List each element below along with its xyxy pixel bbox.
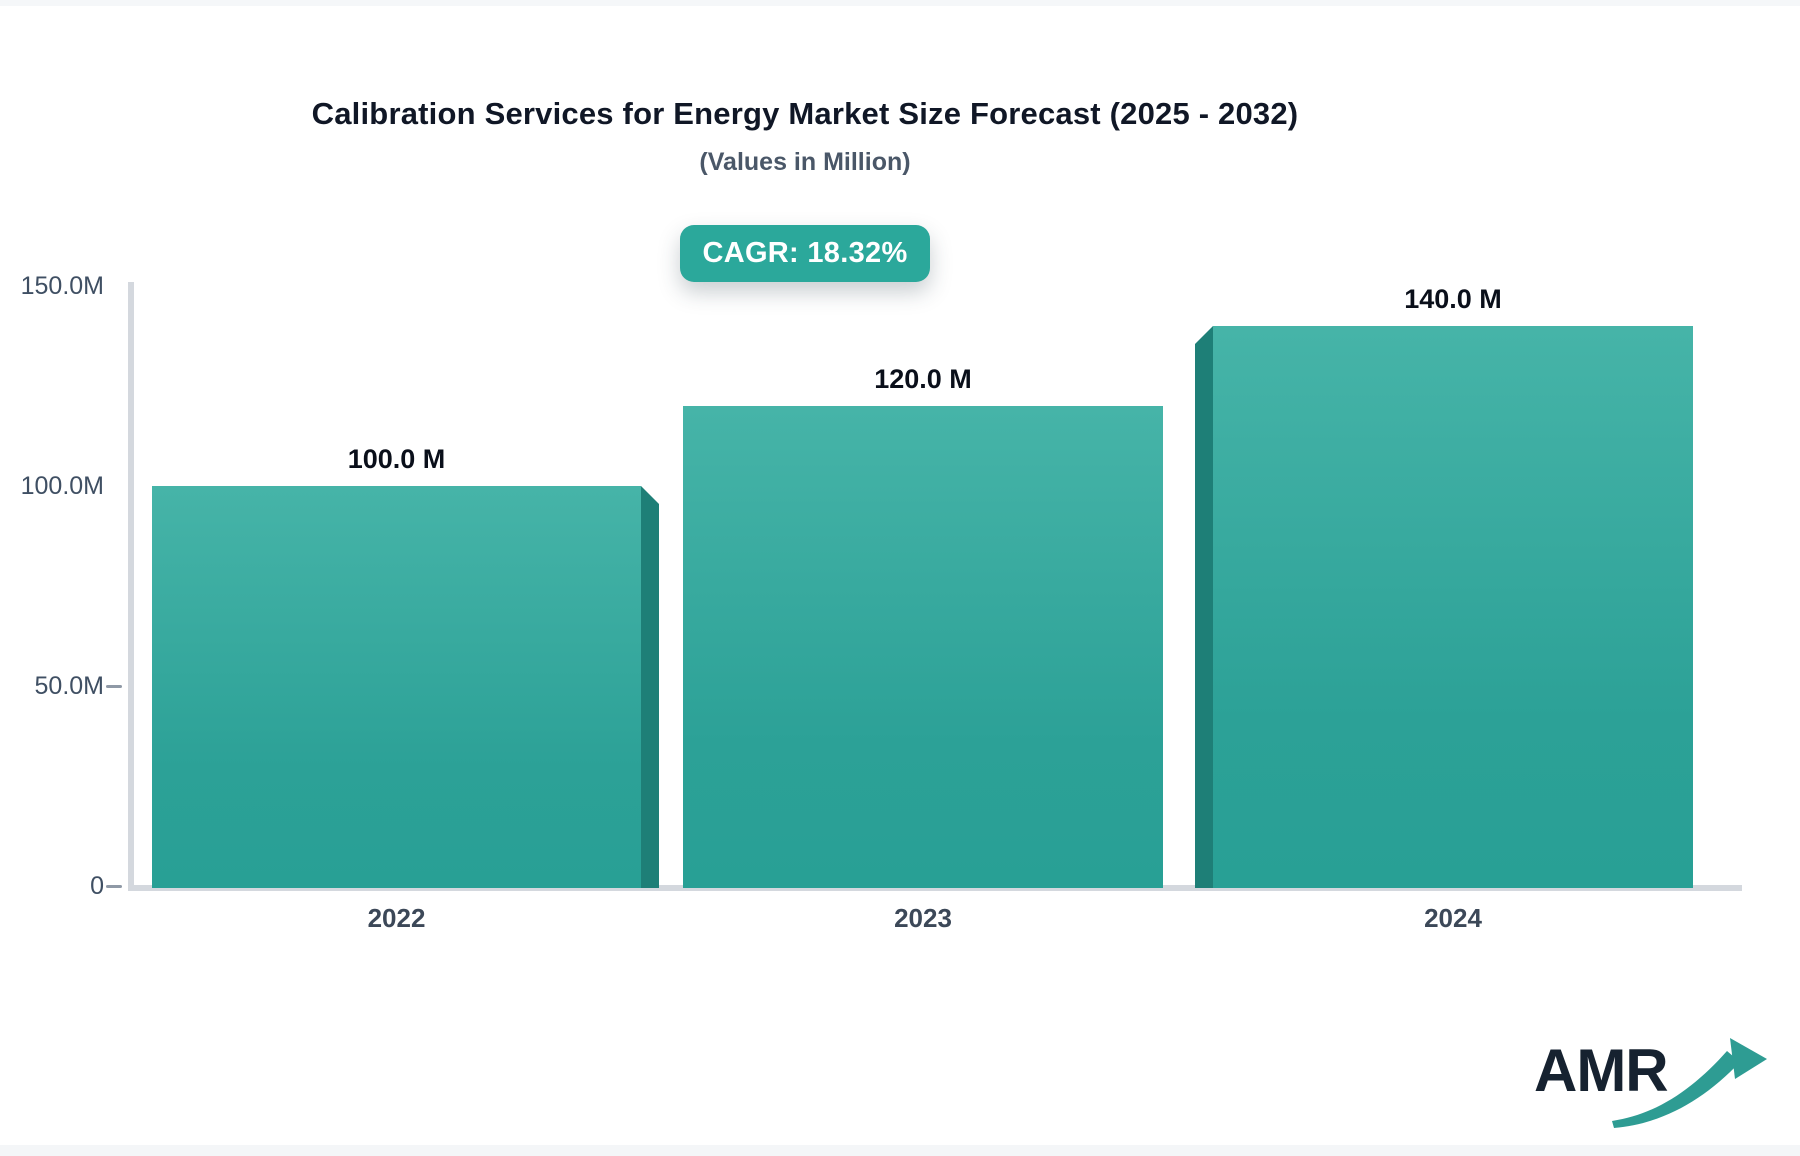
x-axis-label-2022: 2022 xyxy=(367,903,426,933)
top-edge-strip xyxy=(0,0,1800,6)
y-axis-tick-label: 150.0M xyxy=(20,272,104,300)
growth-arrow-icon xyxy=(1612,1038,1767,1128)
bar-value-label: 140.0 M xyxy=(1404,284,1502,314)
y-axis-tick-mark xyxy=(106,885,122,888)
y-axis-tick-label: 50.0M xyxy=(34,672,104,700)
x-axis-label-2023: 2023 xyxy=(894,903,952,933)
bar-value-label: 100.0 M xyxy=(347,444,446,474)
bar-2024 xyxy=(1213,326,1693,888)
bottom-edge-strip xyxy=(0,1145,1800,1156)
y-axis-tick-mark xyxy=(106,685,122,688)
bar-3d-side-2022 xyxy=(641,486,659,888)
bar-3d-side-2024 xyxy=(1195,326,1213,888)
x-axis-label-2024: 2024 xyxy=(1424,903,1482,933)
y-axis-line xyxy=(128,282,134,891)
amr-logo: AMR xyxy=(1522,1022,1792,1137)
chart-subtitle: (Values in Million) xyxy=(699,148,911,176)
bar-value-label: 120.0 M xyxy=(874,364,972,394)
x-axis-line xyxy=(128,885,1742,891)
chart-title: Calibration Services for Energy Market S… xyxy=(311,96,1299,131)
cagr-badge-label: CAGR: 18.32% xyxy=(702,237,908,269)
bar-2022 xyxy=(152,486,641,888)
bar-2023 xyxy=(683,406,1163,888)
y-axis-tick-label: 100.0M xyxy=(20,472,104,500)
amr-logo-text: AMR xyxy=(1534,1037,1669,1104)
cagr-badge: CAGR: 18.32% xyxy=(680,225,930,282)
y-axis-tick-label: 0 xyxy=(90,872,104,900)
